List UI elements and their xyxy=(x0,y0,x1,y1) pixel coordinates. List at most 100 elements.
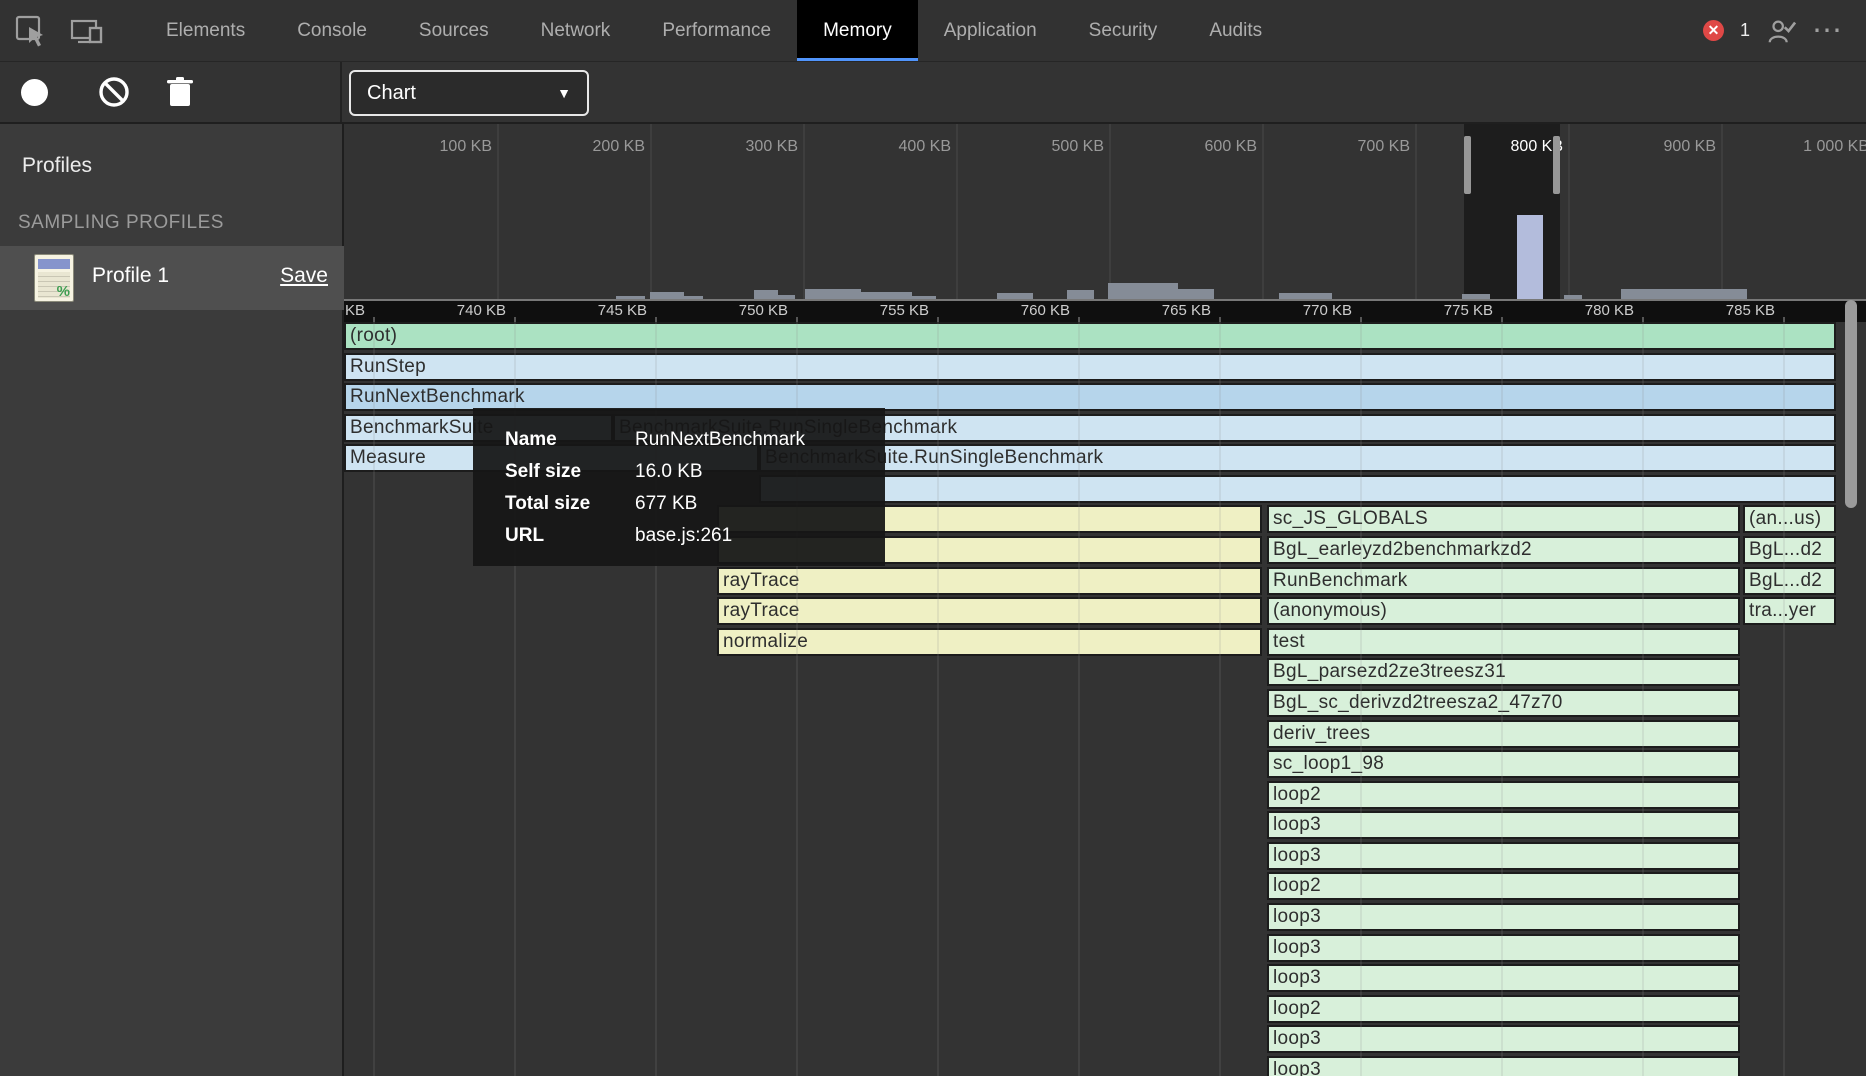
flame-frame[interactable]: (anonymous) xyxy=(1267,597,1740,625)
overview-memory-bar xyxy=(1621,289,1747,299)
flame-frame[interactable]: sc_JS_GLOBALS xyxy=(1267,505,1740,533)
overview-separator xyxy=(344,299,1866,301)
flame-frame[interactable]: deriv_trees xyxy=(1267,720,1740,748)
ruler-tick-mark xyxy=(796,317,798,322)
tooltip-label: Name xyxy=(505,429,557,450)
flame-frame[interactable]: BenchmarkSuite.RunSingleBenchmark xyxy=(759,444,1836,472)
flame-frame[interactable]: RunBenchmark xyxy=(1267,567,1740,595)
device-toolbar-icon[interactable] xyxy=(70,14,104,48)
overview-memory-bar xyxy=(1279,293,1332,299)
tab-performance[interactable]: Performance xyxy=(662,19,772,41)
flame-frame[interactable]: loop3 xyxy=(1267,811,1740,839)
overview-gridline xyxy=(1721,124,1723,299)
error-badge-icon[interactable]: ✕ xyxy=(1702,20,1724,41)
flame-frame[interactable]: loop3 xyxy=(1267,1056,1740,1076)
tab-application[interactable]: Application xyxy=(943,19,1037,41)
flame-frame[interactable] xyxy=(759,475,1836,503)
overview-memory-bar xyxy=(1178,289,1214,299)
tooltip-row: Total size 677 KB xyxy=(505,488,885,520)
devtools-tabbar: Elements Console Sources Network Performance… xyxy=(0,0,1866,62)
overview-memory-bar xyxy=(805,289,861,299)
overview-tick-label: 800 KB xyxy=(1510,138,1563,155)
flame-frame[interactable]: loop2 xyxy=(1267,995,1740,1023)
more-options-icon[interactable]: ⋯ xyxy=(1812,13,1844,47)
selection-right-handle[interactable] xyxy=(1553,136,1560,194)
ruler-tick-mark xyxy=(514,317,516,322)
overview-memory-bar xyxy=(754,290,778,299)
ruler-tick-mark xyxy=(373,317,375,322)
flame-frame[interactable]: loop2 xyxy=(1267,781,1740,809)
error-count: 1 xyxy=(1739,20,1750,40)
tab-audits[interactable]: Audits xyxy=(1209,19,1263,41)
overview-memory-bar xyxy=(912,296,936,299)
tab-elements[interactable]: Elements xyxy=(166,19,246,41)
inspect-element-icon[interactable] xyxy=(14,14,48,48)
flame-frame[interactable]: loop3 xyxy=(1267,842,1740,870)
overview-memory-bar xyxy=(1108,283,1178,299)
flame-frame[interactable]: RunNextBenchmark xyxy=(344,383,1836,411)
overview-memory-bar xyxy=(1564,295,1582,299)
tooltip-label: Self size xyxy=(505,461,582,482)
ruler-tick-label: 735 KB xyxy=(344,302,365,319)
clear-button[interactable] xyxy=(96,62,132,122)
flame-frame[interactable]: (an...us) xyxy=(1743,505,1836,533)
overview-tick-label: 600 KB xyxy=(1204,138,1257,155)
flame-frame[interactable]: normalize xyxy=(717,628,1262,656)
selection-left-handle[interactable] xyxy=(1464,136,1471,194)
chevron-down-icon: ▼ xyxy=(557,85,571,101)
tab-console[interactable]: Console xyxy=(297,19,367,41)
ruler-tick-label: 750 KB xyxy=(738,302,788,319)
tab-memory[interactable]: Memory xyxy=(797,0,918,61)
sidebar-item-profile-1[interactable]: % Profile 1 Save xyxy=(0,246,344,310)
save-profile-link[interactable]: Save xyxy=(280,264,328,287)
tab-sources[interactable]: Sources xyxy=(418,19,489,41)
overview-tick-label: 400 KB xyxy=(898,138,951,155)
overview-gridline xyxy=(497,124,499,299)
ruler-tick-label: 740 KB xyxy=(456,302,506,319)
overview-gridline xyxy=(803,124,805,299)
overview-tick-label: 300 KB xyxy=(745,138,798,155)
tab-security[interactable]: Security xyxy=(1088,19,1158,41)
flame-frame[interactable]: BgL_sc_derivzd2treesza2_47z70 xyxy=(1267,689,1740,717)
overview-selection-window[interactable] xyxy=(1464,124,1560,299)
overview-memory-bar xyxy=(861,292,912,299)
flame-frame[interactable]: loop2 xyxy=(1267,872,1740,900)
ruler-tick-label: 770 KB xyxy=(1302,302,1352,319)
tooltip-row: URL base.js:261 xyxy=(505,520,885,552)
overview-memory-bar xyxy=(778,295,795,299)
overview-tick-label: 500 KB xyxy=(1051,138,1104,155)
overview-selected-memory-bar xyxy=(1517,215,1543,299)
flame-frame[interactable]: BgL...d2 xyxy=(1743,567,1836,595)
flame-frame[interactable]: (root) xyxy=(344,322,1836,350)
flame-frame[interactable]: BgL_earleyzd2benchmarkzd2 xyxy=(1267,536,1740,564)
flame-frame[interactable]: test xyxy=(1267,628,1740,656)
profile-view-select[interactable]: Chart ▼ xyxy=(349,70,589,116)
flame-frame[interactable]: BgL_parsezd2ze3treesz31 xyxy=(1267,658,1740,686)
remote-devices-icon[interactable] xyxy=(1766,16,1797,46)
delete-profile-button[interactable] xyxy=(162,62,198,122)
overview-gridline xyxy=(956,124,958,299)
memory-overview-strip[interactable]: 100 KB 200 KB 300 KB 400 KB 500 KB 600 KB 700 … xyxy=(344,124,1866,299)
tab-network[interactable]: Network xyxy=(540,19,611,41)
flame-frame[interactable]: sc_loop1_98 xyxy=(1267,750,1740,778)
ruler-tick-label: 775 KB xyxy=(1443,302,1493,319)
flame-frame[interactable]: RunStep xyxy=(344,353,1836,381)
flame-frame[interactable]: tra...yer xyxy=(1743,597,1836,625)
tooltip-value: RunNextBenchmark xyxy=(635,429,806,450)
flame-frame[interactable]: BgL...d2 xyxy=(1743,536,1836,564)
flame-frame[interactable]: loop3 xyxy=(1267,903,1740,931)
ruler-tick-mark xyxy=(1360,317,1362,322)
flame-frame[interactable]: rayTrace xyxy=(717,597,1262,625)
flame-frame[interactable]: rayTrace xyxy=(717,567,1262,595)
flame-frame[interactable]: loop3 xyxy=(1267,934,1740,962)
flame-frame[interactable]: loop3 xyxy=(1267,964,1740,992)
toolbar-divider xyxy=(340,62,342,122)
overview-gridline xyxy=(650,124,652,299)
vertical-scrollbar[interactable] xyxy=(1845,300,1857,508)
record-button[interactable] xyxy=(18,62,50,122)
ruler-tick-mark xyxy=(1219,317,1221,322)
sampling-profiles-section-label: SAMPLING PROFILES xyxy=(18,212,224,233)
flame-frame[interactable]: loop3 xyxy=(1267,1025,1740,1053)
overview-memory-bar xyxy=(650,292,684,299)
tooltip-row: Name RunNextBenchmark xyxy=(505,424,885,456)
